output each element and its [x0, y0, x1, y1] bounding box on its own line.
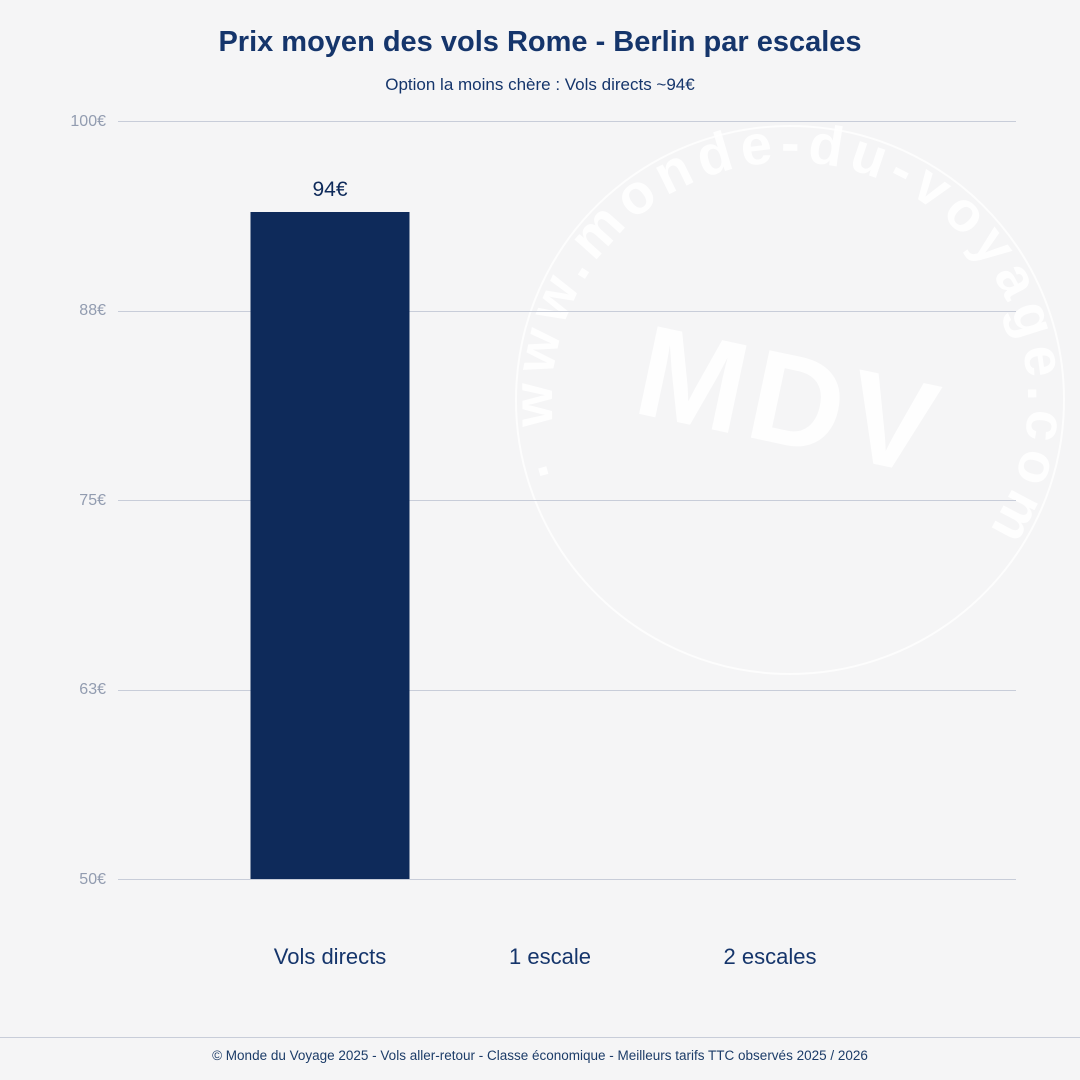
chart-title: Prix moyen des vols Rome - Berlin par es…	[218, 26, 862, 58]
gridline: 88€	[79, 302, 1016, 319]
x-axis-category-label: Vols directs	[273, 944, 387, 969]
y-axis-tick-label: 100€	[70, 112, 106, 130]
bar	[250, 211, 410, 879]
bar-slot	[660, 121, 880, 879]
x-axis-labels: Vols directs 1 escale 2 escales	[220, 944, 880, 970]
gridline: 63€	[79, 681, 1016, 698]
plot-area: 100€ 88€ 75€ 63€ 50€ 94€	[70, 113, 1016, 888]
x-axis-category-label: 1 escale	[509, 944, 591, 969]
y-axis-tick-label: 63€	[79, 681, 106, 698]
bar-slot	[440, 121, 660, 879]
y-axis-tick-label: 50€	[79, 870, 106, 888]
x-axis-category-label: 2 escales	[723, 944, 817, 969]
y-axis-tick-label: 88€	[79, 302, 106, 319]
y-axis-tick-label: 75€	[79, 491, 106, 509]
gridline: 75€	[79, 492, 1016, 509]
bar-slot: 94€	[220, 121, 440, 879]
gridline: 100€	[70, 113, 1016, 130]
gridline: 50€	[79, 871, 1016, 888]
chart-subtitle: Option la moins chère : Vols directs ~94…	[385, 75, 695, 94]
bars-container: 94€	[220, 121, 880, 879]
bar-value-label: 94€	[312, 177, 348, 201]
footer-divider	[0, 1037, 1080, 1038]
footer-text: © Monde du Voyage 2025 - Vols aller-reto…	[212, 1048, 868, 1063]
